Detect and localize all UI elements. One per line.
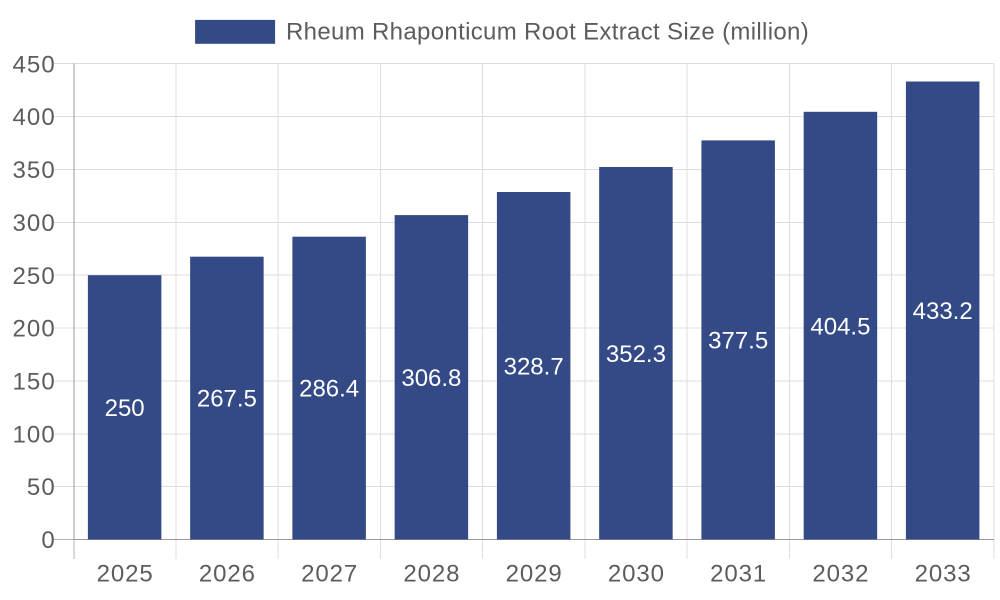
svg-text:352.3: 352.3 [606, 341, 666, 368]
svg-text:2030: 2030 [608, 560, 665, 587]
svg-text:100: 100 [12, 421, 55, 448]
svg-text:300: 300 [12, 210, 55, 237]
svg-text:2029: 2029 [506, 560, 563, 587]
svg-text:2033: 2033 [915, 560, 972, 587]
svg-text:306.8: 306.8 [401, 365, 461, 392]
svg-text:400: 400 [12, 104, 55, 131]
svg-text:Rheum Rhaponticum Root Extract: Rheum Rhaponticum Root Extract Size (mil… [286, 19, 809, 46]
svg-text:250: 250 [12, 263, 55, 290]
svg-text:2028: 2028 [403, 560, 460, 587]
svg-text:377.5: 377.5 [708, 328, 768, 355]
svg-text:450: 450 [12, 51, 55, 78]
svg-text:200: 200 [12, 316, 55, 343]
svg-text:2031: 2031 [710, 560, 767, 587]
svg-text:350: 350 [12, 157, 55, 184]
svg-text:267.5: 267.5 [197, 386, 257, 413]
svg-text:2027: 2027 [301, 560, 358, 587]
svg-text:150: 150 [12, 369, 55, 396]
svg-text:2025: 2025 [97, 560, 154, 587]
svg-text:0: 0 [41, 527, 55, 554]
svg-text:328.7: 328.7 [504, 353, 564, 380]
svg-text:2026: 2026 [199, 560, 256, 587]
svg-text:50: 50 [27, 474, 56, 501]
svg-text:286.4: 286.4 [299, 376, 359, 403]
svg-text:250: 250 [105, 395, 145, 422]
svg-text:2032: 2032 [812, 560, 869, 587]
svg-text:404.5: 404.5 [810, 313, 870, 340]
svg-text:433.2: 433.2 [913, 298, 973, 325]
